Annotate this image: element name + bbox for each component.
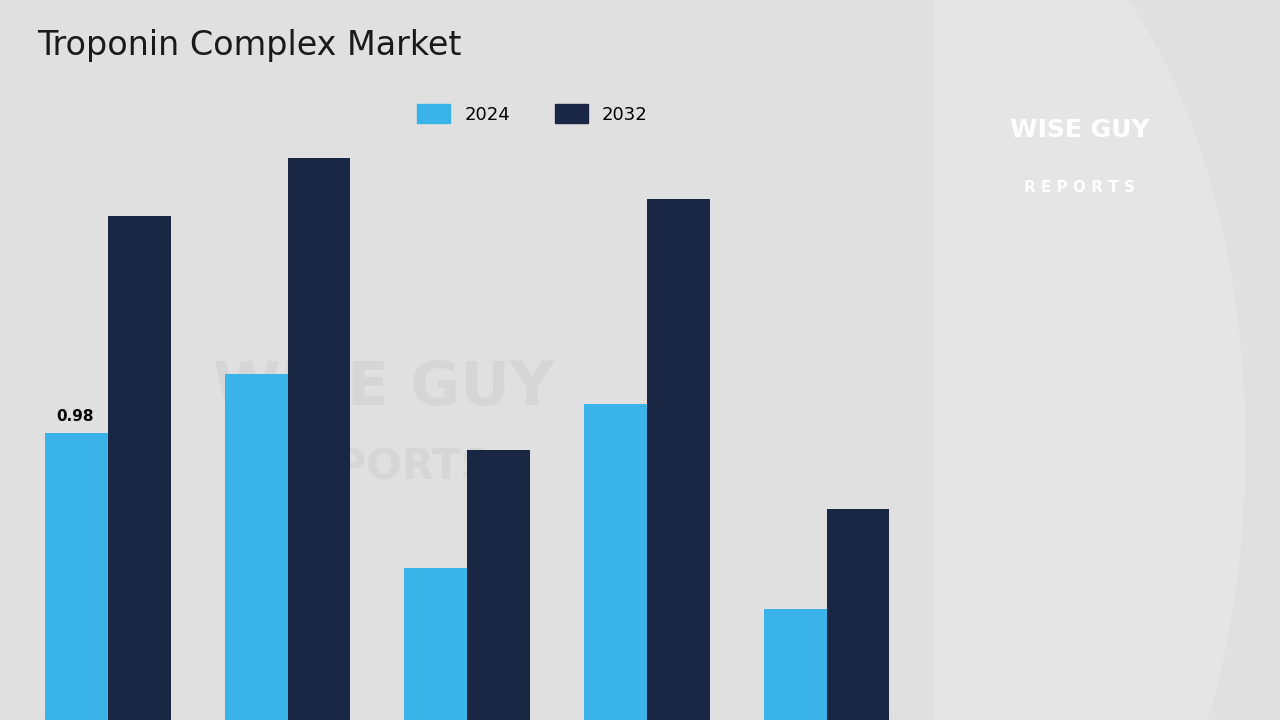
Ellipse shape — [658, 0, 1245, 720]
Legend: 2024, 2032: 2024, 2032 — [408, 96, 657, 132]
Text: REPORTS: REPORTS — [275, 447, 490, 489]
Bar — [45, 433, 108, 720]
Text: WISE GUY: WISE GUY — [1010, 117, 1149, 142]
Text: R E P O R T S: R E P O R T S — [1024, 180, 1135, 194]
Text: Troponin Complex Market: Troponin Complex Market — [37, 29, 462, 62]
Bar — [467, 451, 530, 720]
Text: 0.98: 0.98 — [56, 409, 93, 424]
Bar — [827, 509, 890, 720]
Bar — [288, 158, 351, 720]
Bar — [764, 608, 827, 720]
Bar — [646, 199, 710, 720]
Bar — [584, 404, 646, 720]
Bar — [108, 216, 170, 720]
Text: WISE GUY: WISE GUY — [212, 359, 554, 418]
Bar — [404, 567, 467, 720]
Bar — [224, 374, 288, 720]
